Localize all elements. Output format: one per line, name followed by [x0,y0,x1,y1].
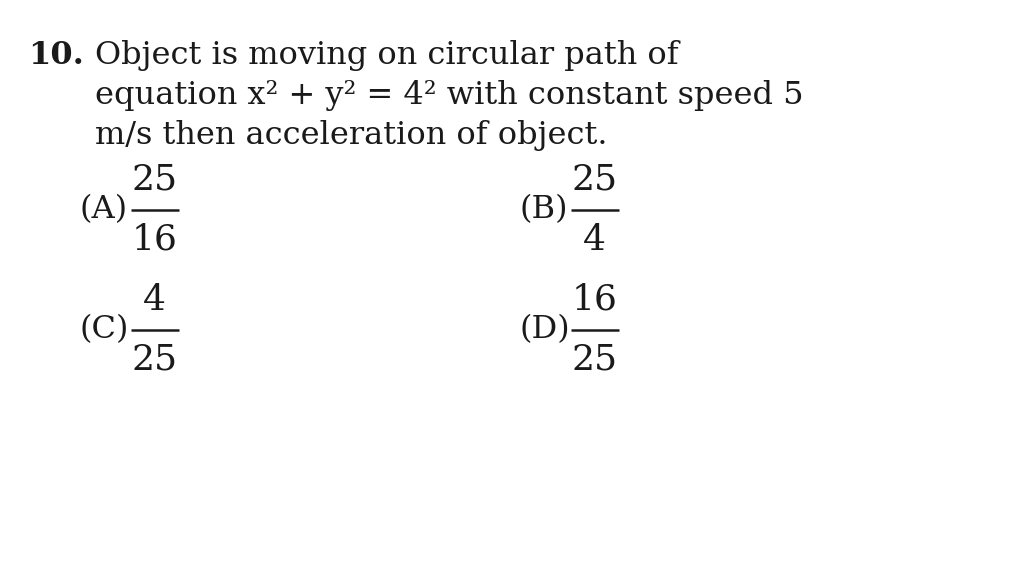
Text: 25: 25 [571,343,617,377]
Text: 16: 16 [571,283,617,317]
Text: m/s then acceleration of object.: m/s then acceleration of object. [95,120,607,151]
Text: 16: 16 [132,223,178,257]
Text: 25: 25 [132,343,178,377]
Text: 4: 4 [584,223,606,257]
Text: (C): (C) [80,314,129,346]
Text: Object is moving on circular path of: Object is moving on circular path of [95,40,679,71]
Text: (D): (D) [520,314,570,346]
Text: (B): (B) [520,195,568,226]
Text: 25: 25 [132,163,178,197]
Text: equation x² + y² = 4² with constant speed 5: equation x² + y² = 4² with constant spee… [95,80,804,111]
Text: (A): (A) [80,195,128,226]
Text: 25: 25 [571,163,617,197]
Text: 4: 4 [143,283,166,317]
Text: 10.: 10. [28,40,84,71]
